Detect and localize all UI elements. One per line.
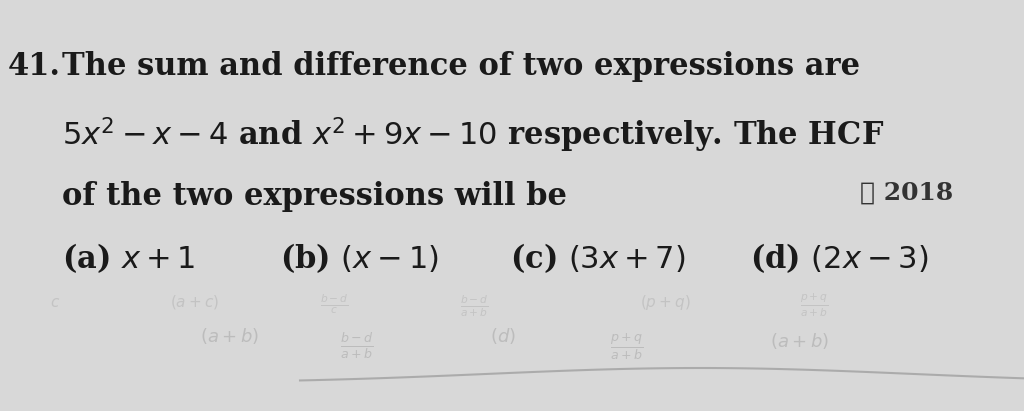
- Text: $(a+b)$: $(a+b)$: [770, 331, 829, 351]
- Text: ⬜ 2018: ⬜ 2018: [860, 181, 953, 205]
- Text: $\frac{p+q}{a+b}$: $\frac{p+q}{a+b}$: [610, 331, 643, 362]
- Text: $(d)$: $(d)$: [490, 326, 516, 346]
- Text: $(p+q)$: $(p+q)$: [640, 293, 690, 312]
- Text: $c$: $c$: [50, 296, 60, 310]
- Text: $5x^2-x-4$ and $x^2+9x-10$ respectively. The HCF: $5x^2-x-4$ and $x^2+9x-10$ respectively.…: [62, 116, 884, 155]
- Text: (c) $(3x+7)$: (c) $(3x+7)$: [510, 241, 685, 275]
- Text: $\frac{p+q}{a+b}$: $\frac{p+q}{a+b}$: [800, 293, 828, 319]
- Text: of the two expressions will be: of the two expressions will be: [62, 181, 567, 212]
- Text: $(a+c)$: $(a+c)$: [170, 293, 219, 311]
- Text: 41.: 41.: [8, 51, 61, 82]
- Text: The sum and difference of two expressions are: The sum and difference of two expression…: [62, 51, 860, 82]
- Text: $\frac{b-d}{a+b}$: $\frac{b-d}{a+b}$: [460, 293, 488, 319]
- Text: (b) $(x-1)$: (b) $(x-1)$: [280, 241, 439, 275]
- Text: $(a+b)$: $(a+b)$: [200, 326, 259, 346]
- Text: (d) $(2x-3)$: (d) $(2x-3)$: [750, 241, 929, 275]
- Text: (a) $x+1$: (a) $x+1$: [62, 241, 196, 275]
- Text: $\frac{b-d}{c}$: $\frac{b-d}{c}$: [319, 293, 349, 316]
- Text: $\frac{b-d}{a+b}$: $\frac{b-d}{a+b}$: [340, 331, 374, 360]
